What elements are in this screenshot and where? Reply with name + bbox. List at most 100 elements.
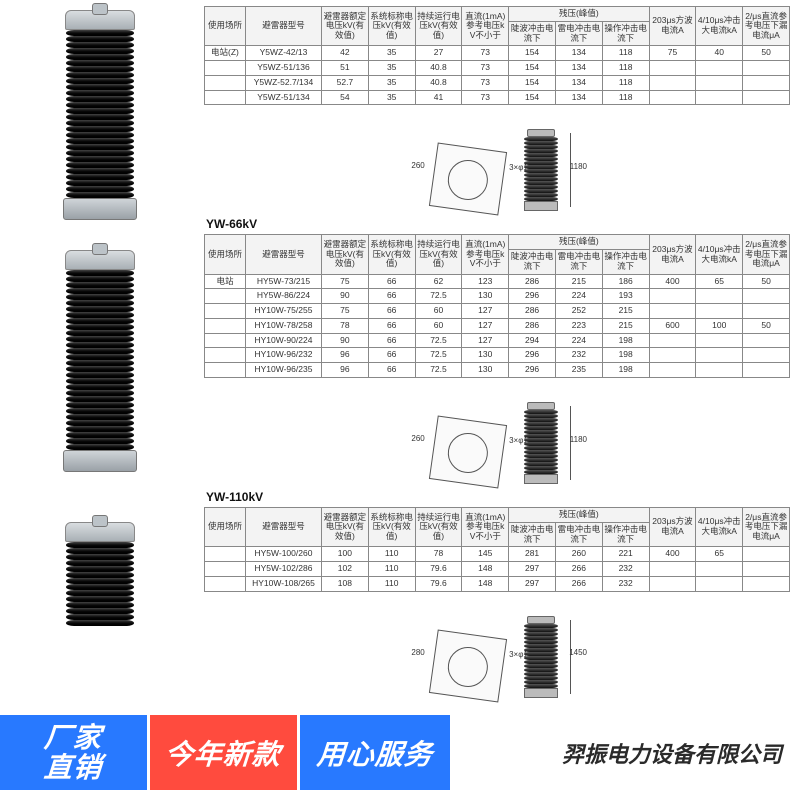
table-subheader: 操作冲击电流下	[602, 522, 649, 547]
table-cell: 297	[509, 576, 556, 591]
table-cell: 110	[368, 547, 415, 562]
table-cell	[205, 562, 246, 577]
table-cell	[696, 576, 743, 591]
table-cell: 54	[321, 90, 368, 105]
table-subheader: 雷电冲击电流下	[555, 250, 602, 275]
table-cell	[743, 562, 790, 577]
table-cell: 72.5	[415, 363, 462, 378]
table-cell: 232	[602, 576, 649, 591]
table-header: 203μs方波电流A	[649, 508, 696, 547]
table-cell: HY5W-100/260	[245, 547, 321, 562]
arrester-insulator-stack	[76, 270, 124, 450]
table-cell: Y5WZ-52.7/134	[245, 75, 321, 90]
table-cell: 79.6	[415, 576, 462, 591]
product-images-column	[0, 0, 200, 730]
table-cell: 296	[509, 348, 556, 363]
table-cell: 224	[555, 289, 602, 304]
table-cell	[205, 61, 246, 76]
table-cell: HY5W-102/286	[245, 562, 321, 577]
table-subheader: 操作冲击电流下	[602, 250, 649, 275]
table-header: 避雷器型号	[245, 235, 321, 274]
table-row: HY5W-100/2601001107814528126022140065	[205, 547, 790, 562]
table-cell: 电站	[205, 274, 246, 289]
table-cell	[205, 333, 246, 348]
table-cell	[649, 304, 696, 319]
table-subheader: 陡波冲击电流下	[509, 522, 556, 547]
table-cell	[205, 547, 246, 562]
table-cell: 235	[555, 363, 602, 378]
table-cell: 66	[368, 333, 415, 348]
table-header: 残压(峰值)	[509, 508, 649, 523]
arrester-base-flange	[63, 450, 137, 472]
drawing-base	[524, 688, 558, 698]
table-cell: HY5W-86/224	[245, 289, 321, 304]
dimension-label: 280	[411, 648, 424, 657]
table-cell: 148	[462, 576, 509, 591]
table-cell	[649, 90, 696, 105]
table-cell: 297	[509, 562, 556, 577]
table-row: Y5WZ-51/13454354173154134118	[205, 90, 790, 105]
table-header: 使用场所	[205, 508, 246, 547]
table-cell	[743, 576, 790, 591]
table-row: HY10W-90/224906672.5127294224198	[205, 333, 790, 348]
drawing-cap	[527, 402, 555, 410]
table-cell: 60	[415, 318, 462, 333]
table-header: 直流(1mA)参考电压kV不小于	[462, 7, 509, 46]
table-cell: 118	[602, 46, 649, 61]
table-cell: 66	[368, 289, 415, 304]
table-cell: 134	[555, 75, 602, 90]
table-cell: 66	[368, 274, 415, 289]
table-cell: 198	[602, 348, 649, 363]
dimension-diagram: 2603×φ121180	[204, 115, 790, 211]
table-cell: 118	[602, 90, 649, 105]
table-cell: 100	[696, 318, 743, 333]
table-cell	[696, 289, 743, 304]
table-cell: 186	[602, 274, 649, 289]
table-cell	[743, 90, 790, 105]
table-cell: 65	[696, 274, 743, 289]
spec-table: 使用场所避雷器型号避雷器额定电压kV(有效值)系统标称电压kV(有效值)持续运行…	[204, 507, 790, 592]
table-cell	[743, 61, 790, 76]
table-cell	[743, 75, 790, 90]
table-cell: HY10W-78/258	[245, 318, 321, 333]
table-cell: 400	[649, 274, 696, 289]
badge-text-line2: 直销	[43, 753, 103, 782]
promo-footer: 厂家 直销 今年新款 用心服务 羿振电力设备有限公司	[0, 705, 800, 800]
table-header: 避雷器额定电压kV(有效值)	[321, 7, 368, 46]
table-cell: 40	[696, 46, 743, 61]
table-row: HY5W-86/224906672.5130296224193	[205, 289, 790, 304]
table-header: 系统标称电压kV(有效值)	[368, 7, 415, 46]
table-subheader: 陡波冲击电流下	[509, 21, 556, 46]
table-cell	[743, 363, 790, 378]
table-cell: 127	[462, 318, 509, 333]
table-row: HY5W-102/28610211079.6148297266232	[205, 562, 790, 577]
table-cell: Y5WZ-42/13	[245, 46, 321, 61]
table-cell	[696, 562, 743, 577]
table-cell: 232	[602, 562, 649, 577]
table-cell: 78	[415, 547, 462, 562]
arrester-top-cap	[65, 522, 135, 542]
table-cell	[649, 576, 696, 591]
table-cell: 134	[555, 61, 602, 76]
table-cell: 154	[509, 75, 556, 90]
table-cell: 130	[462, 348, 509, 363]
table-cell: 72.5	[415, 348, 462, 363]
arrester-top-cap	[65, 10, 135, 30]
table-cell: 198	[602, 333, 649, 348]
table-cell	[649, 348, 696, 363]
table-cell: 65	[696, 547, 743, 562]
badge-factory-direct: 厂家 直销	[0, 715, 150, 790]
insulator-shed	[66, 620, 134, 626]
arrester-outline-drawing: 1450	[521, 616, 561, 698]
table-cell: 154	[509, 46, 556, 61]
table-header: 持续运行电压kV(有效值)	[415, 508, 462, 547]
table-row: 电站HY5W-73/2157566621232862151864006550	[205, 274, 790, 289]
content-area: 使用场所 避雷器型号 避雷器额定电压kV(有效值)系统标称电压kV(有效值) 持续运行…	[0, 0, 800, 730]
catalog-page: 使用场所 避雷器型号 避雷器额定电压kV(有效值)系统标称电压kV(有效值) 持续运行…	[0, 0, 800, 800]
table-cell: 52.7	[321, 75, 368, 90]
table-cell	[649, 562, 696, 577]
table-cell	[696, 348, 743, 363]
table-cell	[205, 363, 246, 378]
arrester-insulator-stack	[76, 30, 124, 198]
table-cell: 96	[321, 348, 368, 363]
